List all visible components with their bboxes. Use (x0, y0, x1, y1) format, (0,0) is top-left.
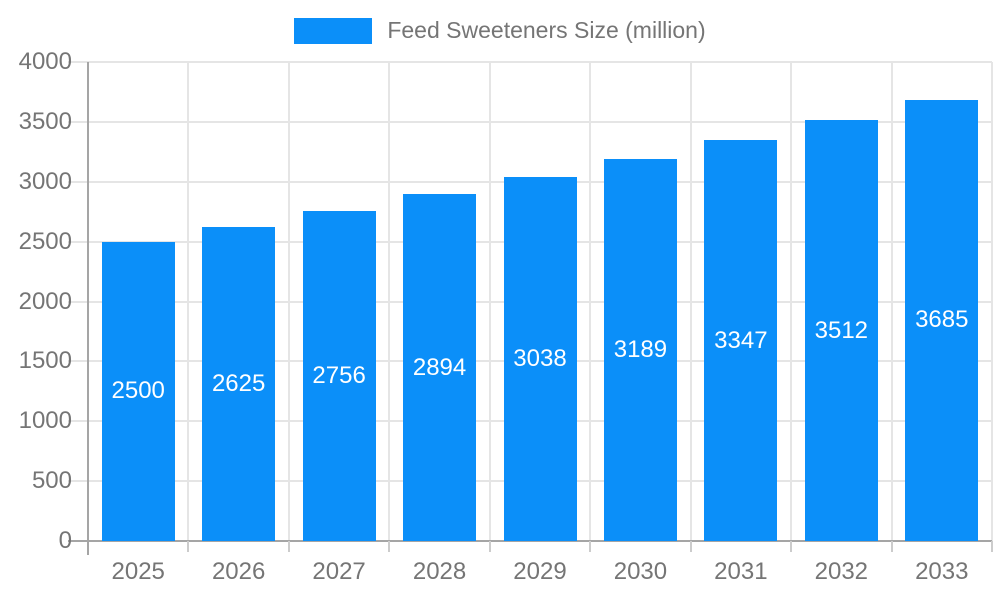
y-tick-label: 4000 (18, 48, 72, 75)
y-tick-label: 1000 (18, 407, 72, 435)
v-gridline (991, 62, 993, 541)
x-tick (187, 541, 190, 552)
y-tick-label: 0 (58, 527, 72, 554)
x-tick-label: 2028 (412, 558, 467, 585)
bar[interactable]: 3685 (905, 99, 979, 541)
x-tick (488, 541, 491, 552)
h-gridline (68, 61, 992, 63)
x-tick (991, 541, 993, 552)
v-gridline (187, 62, 190, 541)
bar-value-label: 2625 (211, 369, 266, 397)
x-axis-line (68, 540, 992, 542)
y-tick-label: 2000 (18, 287, 72, 315)
x-tick (589, 541, 592, 552)
v-gridline (890, 62, 893, 541)
bar-value-label: 2500 (111, 377, 165, 405)
bar[interactable]: 3512 (804, 120, 878, 541)
bar[interactable]: 2625 (202, 226, 276, 541)
v-gridline (790, 62, 793, 541)
y-axis-line (87, 62, 89, 555)
x-tick-label: 2029 (513, 558, 567, 585)
x-tick-label: 2033 (915, 558, 969, 585)
legend-label: Feed Sweeteners Size (million) (387, 17, 706, 43)
x-tick-label: 2025 (111, 558, 165, 585)
v-gridline (287, 62, 290, 541)
y-tick-label: 1500 (18, 347, 72, 375)
bar[interactable]: 3189 (603, 159, 677, 541)
x-tick-label: 2030 (613, 558, 668, 585)
y-tick-label: 3000 (18, 167, 72, 195)
bar[interactable]: 2756 (302, 210, 376, 541)
x-tick (287, 541, 290, 552)
h-gridline (68, 120, 992, 123)
bar-value-label: 2756 (312, 361, 366, 389)
y-tick-label: 2500 (18, 227, 72, 255)
x-tick (790, 541, 793, 552)
x-tick (388, 541, 391, 552)
y-tick-label: 500 (31, 467, 72, 495)
plot-area: 2500 2625 2756 2894 3038 3189 3347 3512 3685 0 500… (19, 49, 993, 585)
bar-value-label: 3347 (714, 326, 768, 354)
bar[interactable]: 3038 (503, 177, 577, 541)
x-tick-label: 2027 (312, 558, 366, 585)
x-tick (689, 541, 692, 552)
y-tick-label: 3500 (18, 107, 72, 135)
bar-value-label: 3038 (513, 345, 567, 373)
bar[interactable]: 2500 (101, 241, 175, 541)
x-tick-label: 2032 (814, 558, 869, 585)
bar-value-label: 3512 (814, 316, 869, 344)
legend-swatch (294, 17, 373, 44)
legend-item[interactable]: Feed Sweeteners Size (million) (294, 17, 706, 44)
legend: Feed Sweeteners Size (million) (0, 17, 1000, 44)
x-tick-label: 2031 (714, 558, 768, 585)
bar[interactable]: 3347 (704, 140, 778, 541)
x-tick-label: 2026 (211, 558, 266, 585)
v-gridline (388, 62, 391, 541)
v-gridline (689, 62, 692, 541)
bar-value-label: 3685 (915, 306, 969, 334)
bar-value-label: 2894 (412, 353, 467, 381)
v-gridline (488, 62, 491, 541)
bar[interactable]: 2894 (403, 194, 477, 541)
bar-value-label: 3189 (613, 336, 668, 364)
x-tick (890, 541, 893, 552)
v-gridline (589, 62, 592, 541)
